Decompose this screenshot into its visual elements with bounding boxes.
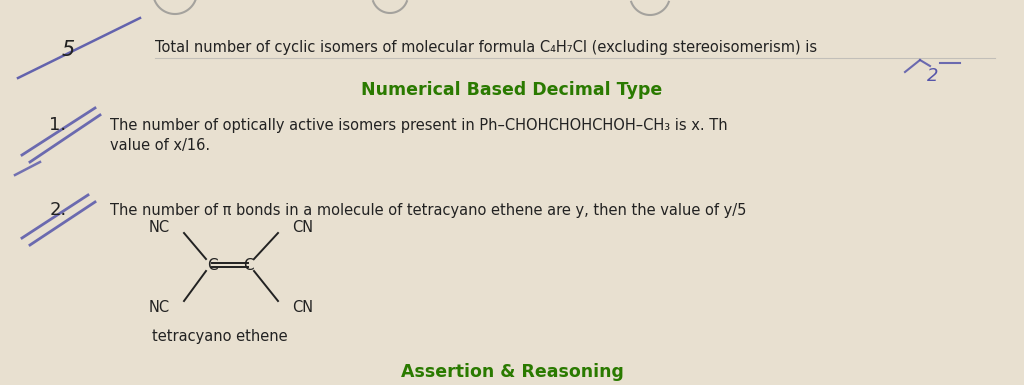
- Text: NC: NC: [148, 219, 170, 234]
- Text: NC: NC: [148, 300, 170, 315]
- Text: 2.: 2.: [49, 201, 67, 219]
- Text: CN: CN: [292, 300, 313, 315]
- Text: The number of optically active isomers present in Ph–CHOHCHOHCHOH–CH₃ is x. Th: The number of optically active isomers p…: [110, 117, 728, 132]
- Text: C: C: [207, 258, 217, 273]
- Text: The number of π bonds in a molecule of tetracyano ethene are y, then the value o: The number of π bonds in a molecule of t…: [110, 203, 746, 218]
- Text: 2: 2: [928, 67, 939, 85]
- Text: 1.: 1.: [49, 116, 67, 134]
- Text: Numerical Based Decimal Type: Numerical Based Decimal Type: [361, 81, 663, 99]
- Text: Total number of cyclic isomers of molecular formula C₄H₇Cl (excluding stereoisom: Total number of cyclic isomers of molecu…: [155, 40, 817, 55]
- Text: tetracyano ethene: tetracyano ethene: [153, 330, 288, 345]
- Text: Assertion & Reasoning: Assertion & Reasoning: [400, 363, 624, 381]
- Text: 5: 5: [61, 40, 75, 60]
- Text: value of x/16.: value of x/16.: [110, 137, 210, 152]
- Text: C: C: [243, 258, 253, 273]
- Text: CN: CN: [292, 219, 313, 234]
